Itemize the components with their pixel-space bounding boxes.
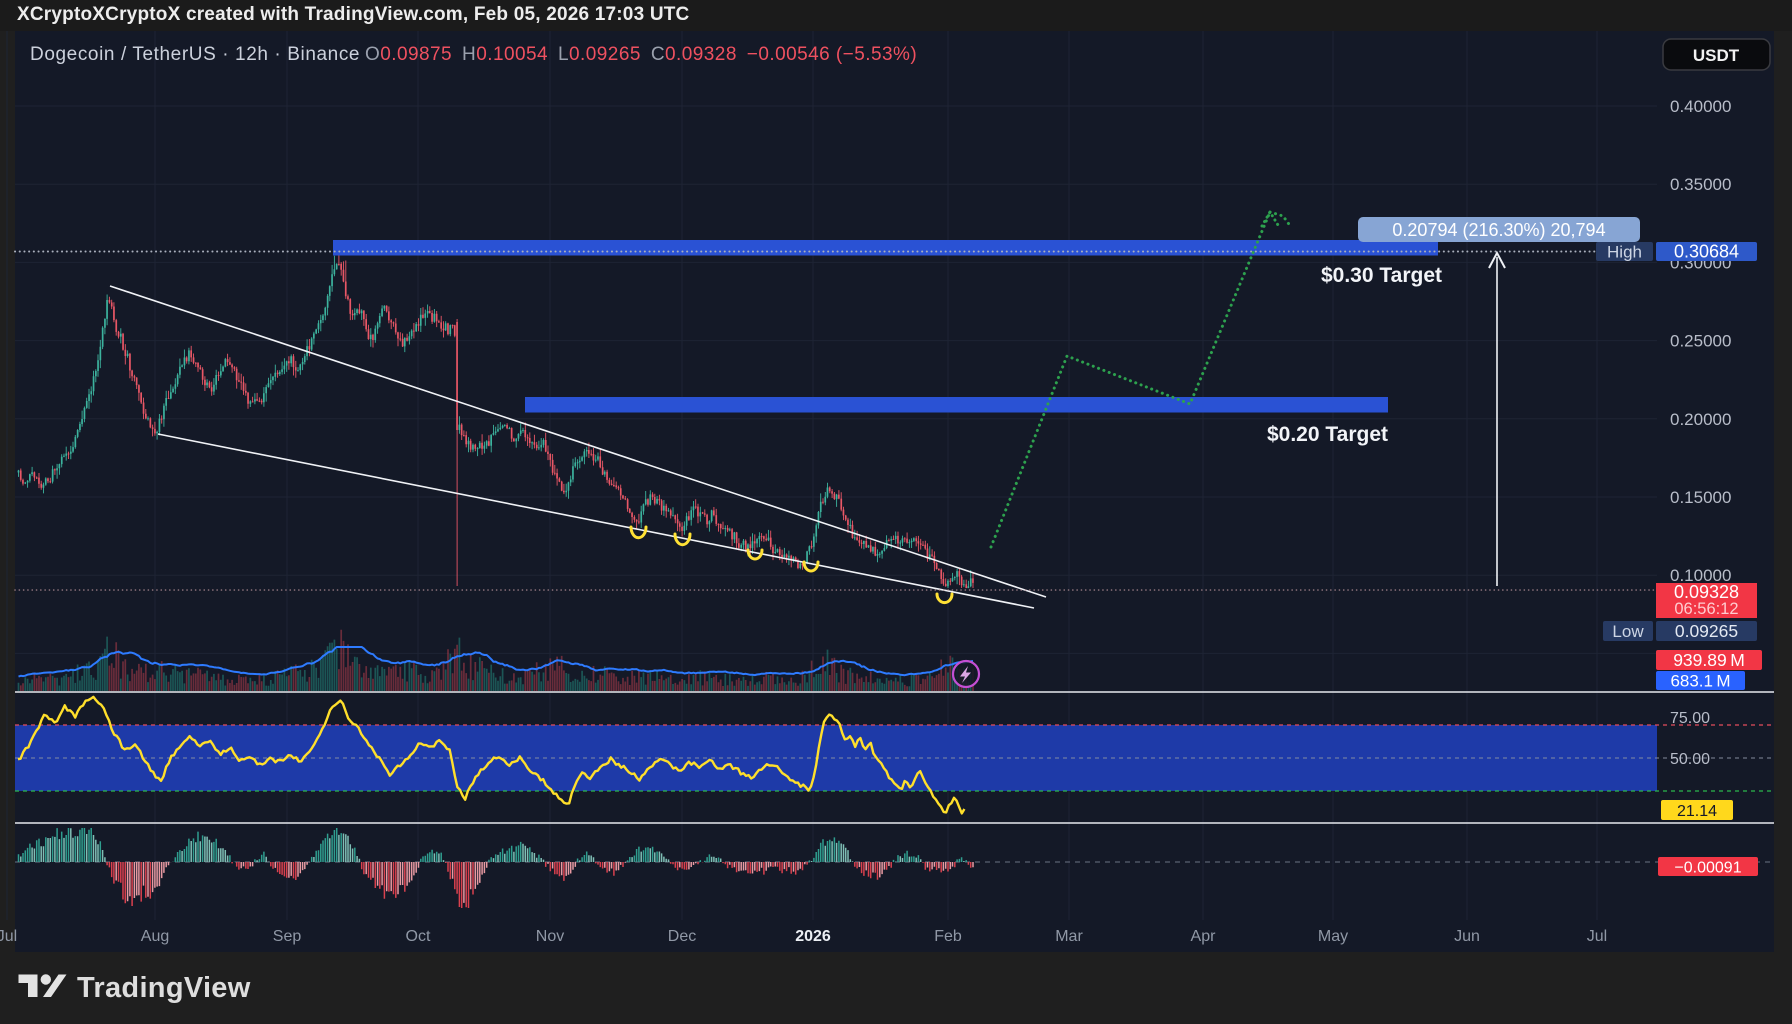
svg-text:May: May: [1318, 928, 1348, 945]
svg-text:Aug: Aug: [141, 928, 169, 945]
svg-text:0.15000: 0.15000: [1670, 488, 1731, 507]
svg-text:0.20000: 0.20000: [1670, 410, 1731, 429]
svg-text:939.89 M: 939.89 M: [1673, 650, 1745, 670]
svg-text:2026: 2026: [795, 928, 831, 945]
svg-text:0.09328: 0.09328: [1674, 582, 1739, 602]
svg-text:$0.20 Target: $0.20 Target: [1267, 423, 1388, 446]
svg-text:Feb: Feb: [934, 928, 962, 945]
svg-text:21.14: 21.14: [1677, 803, 1717, 820]
svg-text:Dogecoin / TetherUS · 12h · Bi: Dogecoin / TetherUS · 12h · Binance: [30, 44, 360, 65]
svg-text:High: High: [1607, 243, 1642, 262]
svg-text:Jul: Jul: [1587, 928, 1607, 945]
svg-text:Mar: Mar: [1055, 928, 1083, 945]
svg-text:0.30684: 0.30684: [1674, 242, 1739, 262]
svg-text:0.10000: 0.10000: [1670, 566, 1731, 585]
svg-text:Low: Low: [1612, 622, 1644, 641]
svg-text:Oct: Oct: [406, 928, 431, 945]
svg-text:O0.09875 H0.10054 L0.09265 C0.: O0.09875 H0.10054 L0.09265 C0.09328 −0.0…: [365, 44, 917, 65]
svg-text:$0.30 Target: $0.30 Target: [1321, 264, 1442, 287]
svg-text:Apr: Apr: [1191, 928, 1217, 945]
svg-text:0.20794 (216.30%) 20,794: 0.20794 (216.30%) 20,794: [1392, 220, 1605, 240]
svg-text:06:56:12: 06:56:12: [1674, 600, 1738, 618]
svg-text:USDT: USDT: [1693, 46, 1740, 65]
svg-text:Dec: Dec: [668, 928, 696, 945]
svg-text:0.25000: 0.25000: [1670, 332, 1731, 351]
svg-text:Sep: Sep: [273, 928, 302, 945]
svg-text:75.00: 75.00: [1670, 710, 1710, 727]
svg-text:0.40000: 0.40000: [1670, 97, 1731, 116]
svg-text:Nov: Nov: [536, 928, 564, 945]
svg-text:Jul: Jul: [0, 928, 17, 945]
svg-text:0.09265: 0.09265: [1675, 621, 1738, 641]
svg-text:683.1 M: 683.1 M: [1670, 672, 1730, 691]
svg-text:50.00: 50.00: [1670, 751, 1710, 768]
svg-text:Jun: Jun: [1454, 928, 1480, 945]
svg-text:−0.00091: −0.00091: [1674, 860, 1741, 877]
svg-text:0.35000: 0.35000: [1670, 175, 1731, 194]
